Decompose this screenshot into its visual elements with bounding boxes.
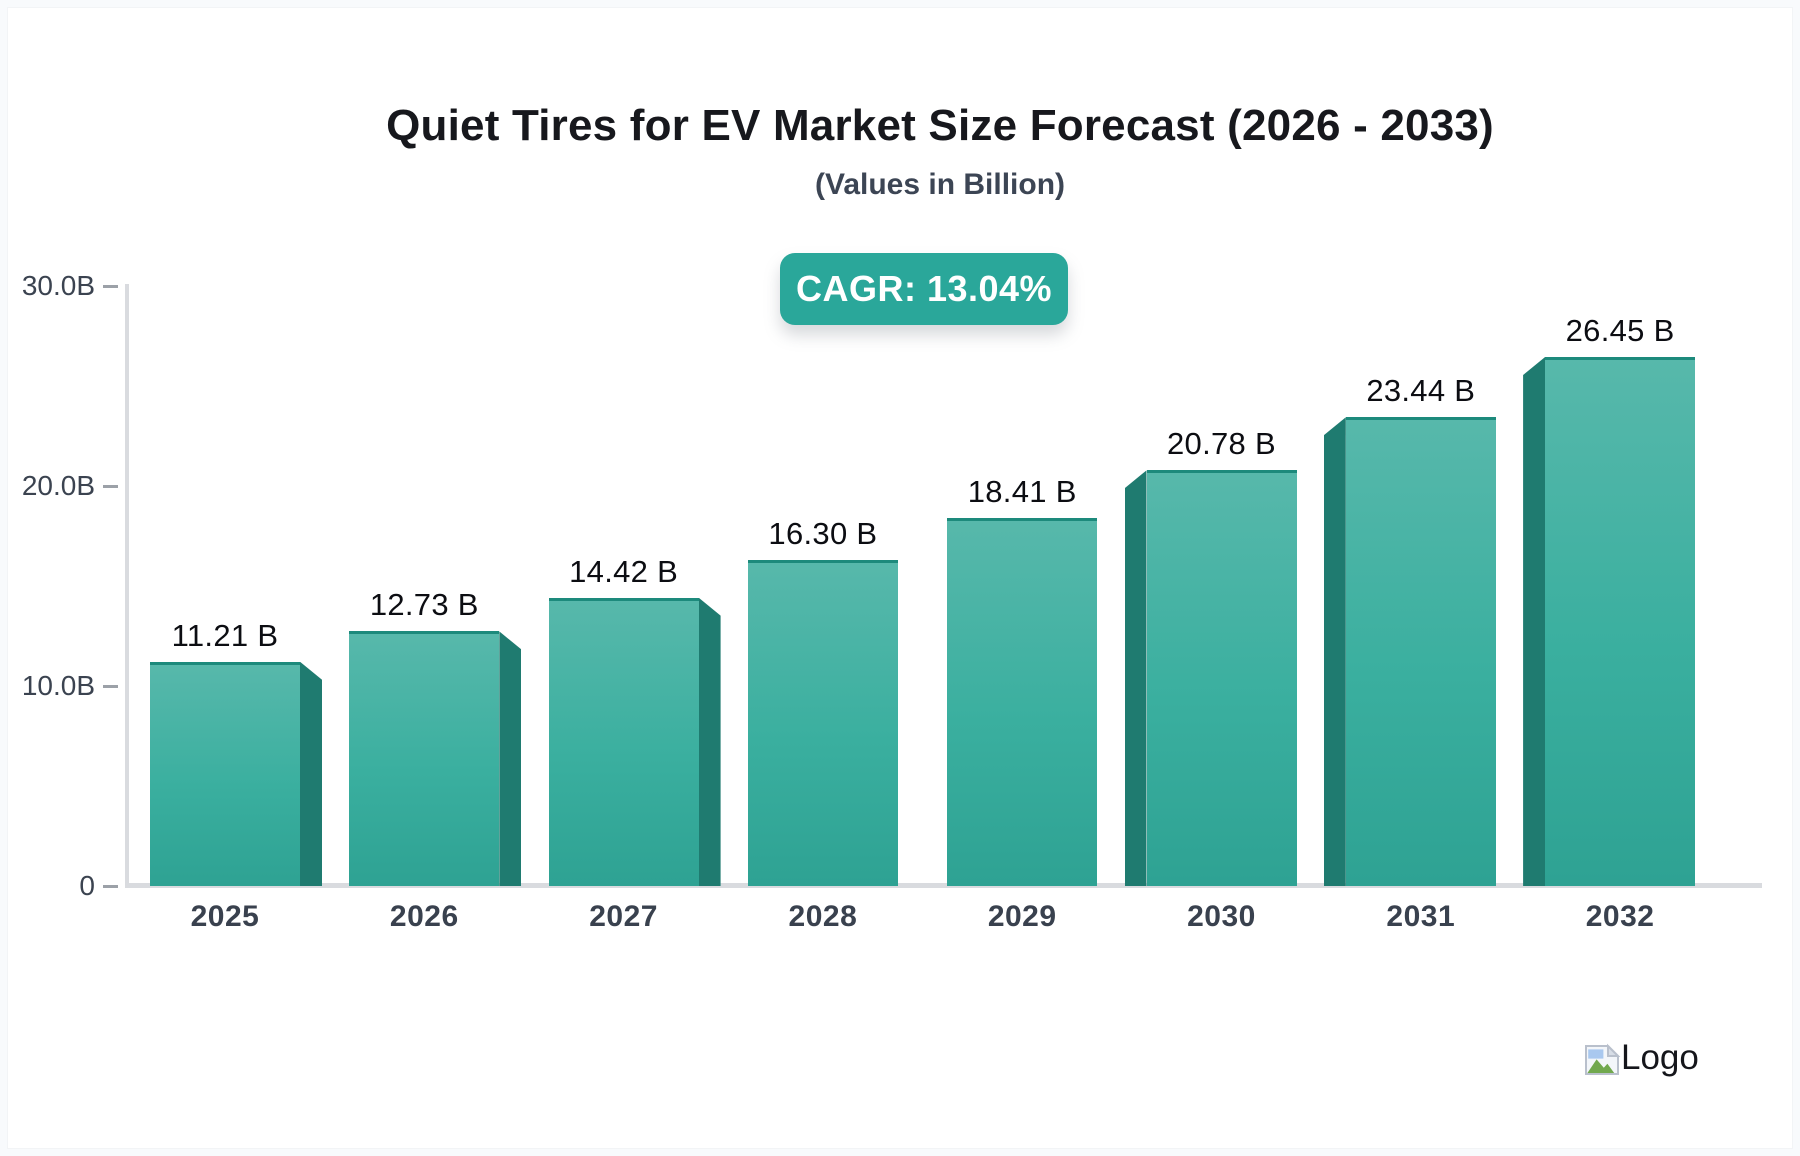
bar-2028 (747, 560, 898, 886)
bar-2027 (548, 597, 699, 886)
broken-image-icon (1585, 1043, 1621, 1075)
cagr-badge: CAGR: 13.04% (780, 253, 1068, 325)
bar-2029 (947, 517, 1098, 886)
bar-2032 (1545, 357, 1696, 886)
bar-value-label-2025: 11.21 B (171, 617, 279, 653)
bar-2031 (1345, 417, 1496, 886)
bar-value-label-2027: 14.42 B (569, 553, 679, 589)
x-tick-label-2028: 2028 (788, 900, 858, 933)
y-tick-dash (103, 285, 118, 288)
y-tick-label-10.0B: 10.0B (21, 670, 95, 701)
bar-value-label-2032: 26.45 B (1565, 313, 1675, 348)
x-tick-label-2026: 2026 (389, 900, 459, 933)
x-tick-label-2031: 2031 (1386, 900, 1456, 933)
y-tick-label-20.0B: 20.0B (21, 470, 95, 501)
logo: Logo (1583, 1039, 1699, 1077)
y-tick-dash (103, 685, 118, 688)
chart-title: Quiet Tires for EV Market Size Forecast … (386, 101, 1494, 150)
x-tick-label-2032: 2032 (1585, 900, 1655, 933)
bar-side-panel-2026 (499, 631, 522, 886)
bar-value-label-2030: 20.78 B (1167, 426, 1276, 462)
bar-value-label-2029: 18.41 B (967, 473, 1077, 509)
bar-side-panel-2030 (1124, 470, 1147, 886)
x-tick-label-2027: 2027 (589, 900, 658, 933)
bar-side-panel-2031 (1323, 417, 1346, 886)
x-tick-label-2029: 2029 (987, 900, 1057, 933)
bar-2025 (150, 661, 300, 886)
bar-value-label-2031: 23.44 B (1366, 373, 1476, 409)
x-tick-label-2030: 2030 (1187, 900, 1256, 933)
x-axis-line (125, 883, 1762, 888)
bar-value-label-2028: 16.30 B (768, 516, 878, 551)
y-tick-dash (103, 885, 118, 888)
logo-alt-text: Logo (1621, 1038, 1699, 1077)
bar-side-panel-2025 (300, 661, 322, 886)
y-axis-line (125, 284, 129, 886)
x-tick-label-2025: 2025 (190, 900, 260, 933)
bar-2026 (349, 631, 500, 886)
bar-value-label-2026: 12.73 B (369, 587, 479, 623)
bar-2030 (1146, 470, 1297, 886)
bar-side-panel-2027 (698, 597, 721, 886)
y-tick-dash (103, 485, 118, 488)
bar-side-panel-2032 (1523, 357, 1546, 886)
chart-subtitle: (Values in Billion) (814, 168, 1066, 201)
y-tick-label-0: 0 (79, 870, 95, 901)
y-tick-label-30.0B: 30.0B (21, 270, 95, 301)
